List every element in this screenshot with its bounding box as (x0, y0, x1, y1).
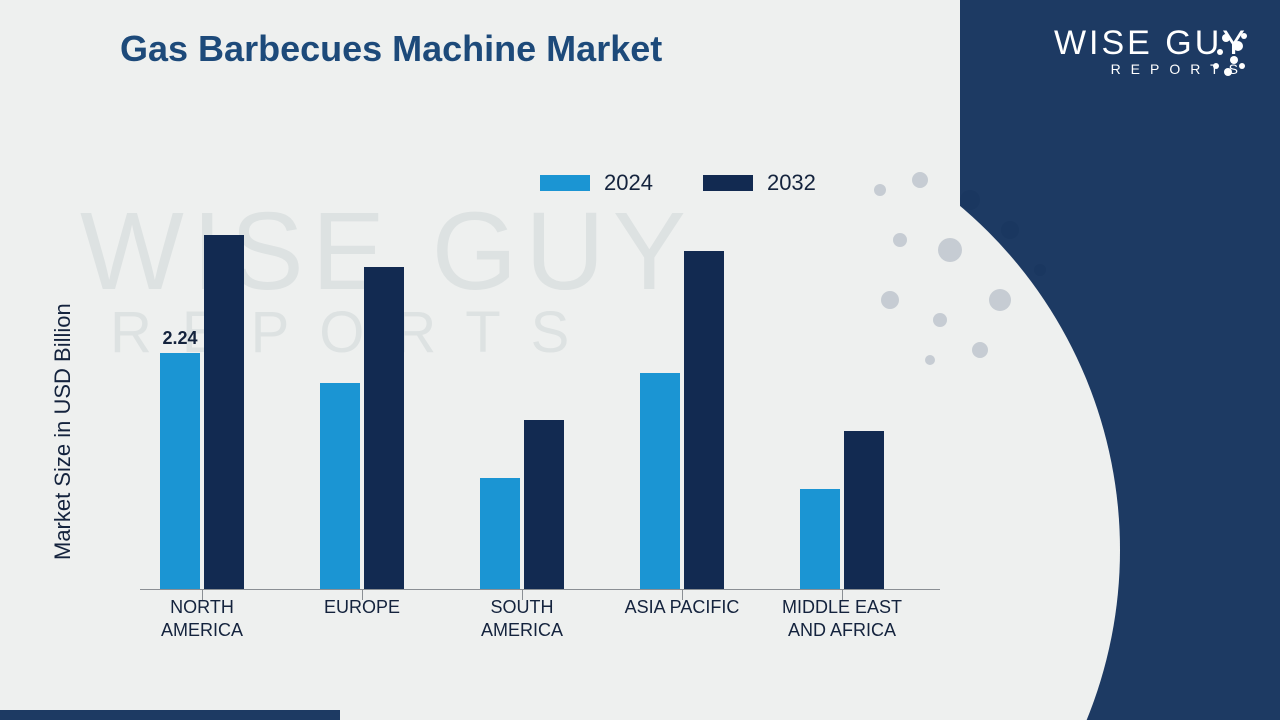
chart-area: 2.24 NORTH AMERICA EUROPE SOUTH AMERICA ASI… (40, 170, 940, 670)
bottom-accent-bar (0, 710, 340, 720)
chart-title: Gas Barbecues Machine Market (120, 28, 662, 70)
x-axis-label: NORTH AMERICA (137, 596, 267, 641)
bar (320, 383, 360, 589)
x-axis-label: MIDDLE EAST AND AFRICA (777, 596, 907, 641)
x-axis-labels: NORTH AMERICA EUROPE SOUTH AMERICA ASIA PAC… (140, 590, 940, 670)
x-axis-label: SOUTH AMERICA (457, 596, 587, 641)
bar (844, 431, 884, 589)
bar (160, 353, 200, 589)
bar (364, 267, 404, 589)
brand-head-icon (1186, 18, 1256, 88)
plot-area: 2.24 (140, 210, 940, 590)
bar-value-label: 2.24 (162, 328, 197, 349)
bar (684, 251, 724, 589)
bar (800, 489, 840, 589)
bar (640, 373, 680, 589)
x-axis-label: EUROPE (297, 596, 427, 619)
x-axis-label: ASIA PACIFIC (617, 596, 747, 619)
bar (480, 478, 520, 589)
brand-logo: WISE GUY REPORTS (1054, 24, 1248, 77)
bar (204, 235, 244, 589)
bar (524, 420, 564, 589)
chart-canvas: WISE GUY REPORTS WISE GUY REPORTS Gas Ba… (0, 0, 1280, 720)
